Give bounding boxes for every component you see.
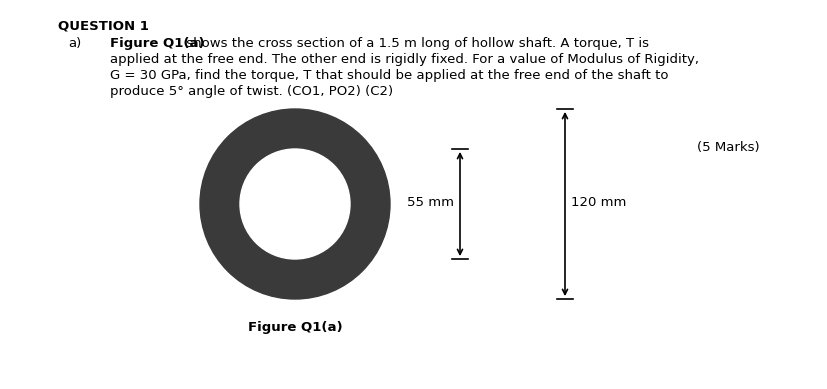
Text: Figure Q1(a): Figure Q1(a): [247, 321, 342, 334]
Text: produce 5° angle of twist. (CO1, PO2) (C2): produce 5° angle of twist. (CO1, PO2) (C…: [110, 85, 393, 98]
Text: G = 30 GPa, find the torque, T that should be applied at the free end of the sha: G = 30 GPa, find the torque, T that shou…: [110, 69, 667, 82]
Text: applied at the free end. The other end is rigidly fixed. For a value of Modulus : applied at the free end. The other end i…: [110, 53, 698, 66]
Text: 55 mm: 55 mm: [407, 196, 453, 209]
Text: Figure Q1(a): Figure Q1(a): [110, 37, 204, 50]
Text: 120 mm: 120 mm: [571, 196, 625, 209]
Text: QUESTION 1: QUESTION 1: [58, 19, 149, 32]
Text: a): a): [68, 37, 81, 50]
Circle shape: [240, 149, 350, 259]
Text: shows the cross section of a 1.5 m long of hollow shaft. A torque, T is: shows the cross section of a 1.5 m long …: [182, 37, 648, 50]
Text: (5 Marks): (5 Marks): [696, 141, 759, 154]
Circle shape: [200, 109, 390, 299]
